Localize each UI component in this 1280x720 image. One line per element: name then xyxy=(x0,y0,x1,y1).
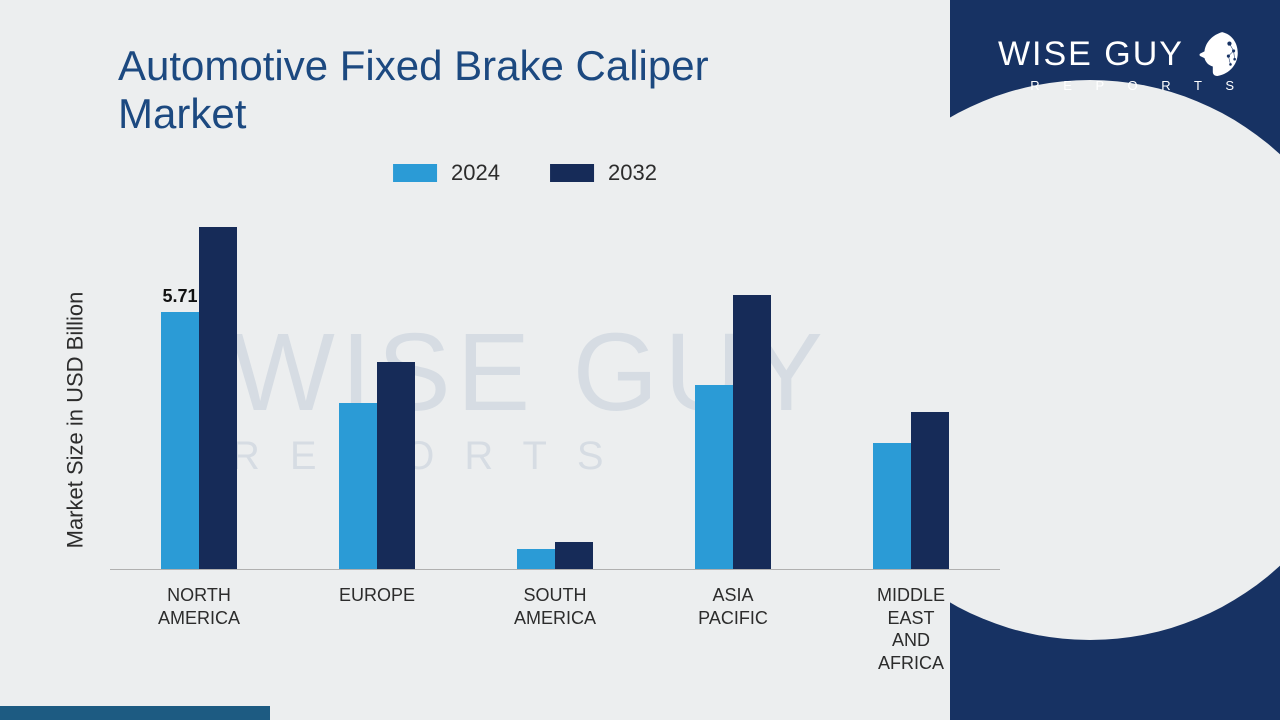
bar-value-label: 5.71 xyxy=(162,286,197,307)
bar xyxy=(873,443,911,569)
bar xyxy=(517,549,555,569)
bar-group xyxy=(840,412,982,570)
bar xyxy=(555,542,593,569)
legend-swatch xyxy=(393,164,437,182)
legend-item: 2024 xyxy=(393,160,500,186)
y-axis-label: Market Size in USD Billion xyxy=(63,292,89,549)
legend-label: 2032 xyxy=(608,160,657,186)
x-tick-label: SOUTHAMERICA xyxy=(484,578,626,690)
bar xyxy=(199,227,237,569)
bar xyxy=(377,362,415,569)
bar-group xyxy=(484,542,626,569)
bar xyxy=(911,412,949,570)
bar-group xyxy=(306,362,448,569)
x-tick-label: NORTHAMERICA xyxy=(128,578,270,690)
page: WISE GUY REPORTS WISE GUY R E P O R T S … xyxy=(0,0,1280,720)
bar-group xyxy=(662,295,804,570)
bar xyxy=(695,385,733,570)
legend: 2024 2032 xyxy=(393,160,657,186)
bar: 5.71 xyxy=(161,312,199,569)
bar xyxy=(733,295,771,570)
brand-sub: R E P O R T S xyxy=(998,78,1244,93)
legend-label: 2024 xyxy=(451,160,500,186)
x-tick-label: EUROPE xyxy=(306,578,448,690)
brand-name: WISE GUY xyxy=(998,35,1184,74)
brand-logo: WISE GUY R E P O R T S xyxy=(998,28,1244,93)
brand-head-icon xyxy=(1192,28,1244,80)
bar xyxy=(339,403,377,570)
x-tick-label: MIDDLEEASTANDAFRICA xyxy=(840,578,982,690)
bar-group: 5.71 xyxy=(128,227,270,569)
x-tick-label: ASIAPACIFIC xyxy=(662,578,804,690)
legend-swatch xyxy=(550,164,594,182)
x-axis-labels: NORTHAMERICA EUROPE SOUTHAMERICA ASIAPACIFI… xyxy=(110,578,1000,690)
plot-area: 5.71 xyxy=(110,210,1000,570)
chart-title: Automotive Fixed Brake Caliper Market xyxy=(118,42,838,139)
accent-bar xyxy=(0,706,270,720)
chart: Market Size in USD Billion 2024 2032 5.7… xyxy=(50,150,1000,690)
legend-item: 2032 xyxy=(550,160,657,186)
